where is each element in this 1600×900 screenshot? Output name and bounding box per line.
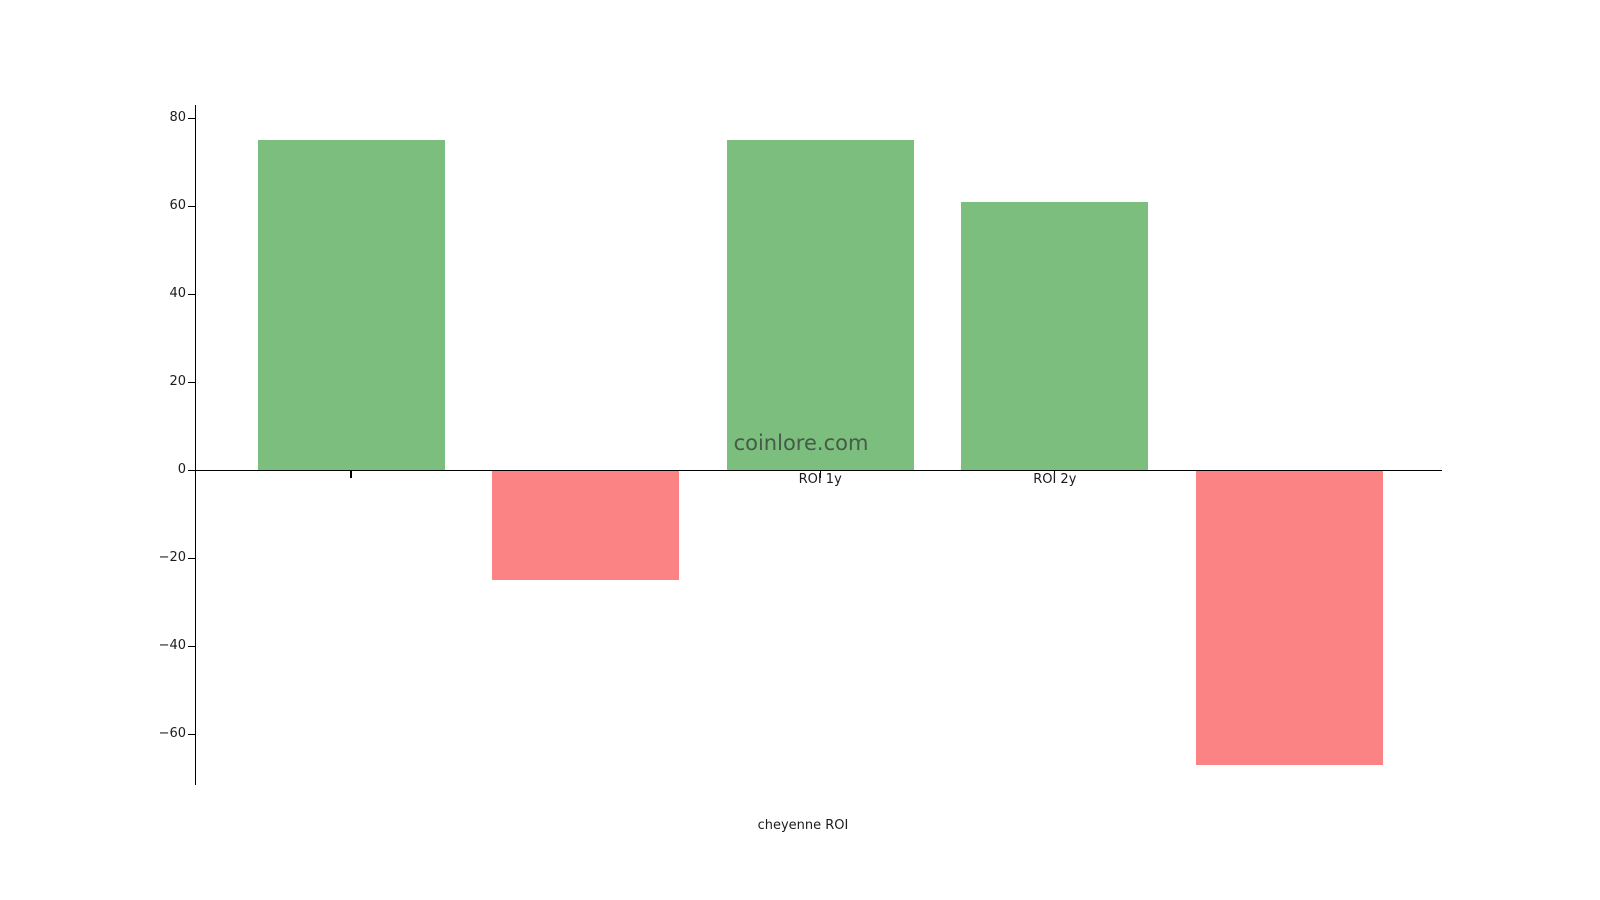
bar-2 (492, 470, 680, 581)
x-tick-label (1219, 472, 1359, 488)
y-tick-label: 60 (169, 198, 186, 214)
y-tick-label: 0 (177, 462, 186, 478)
y-tick-label: −40 (158, 638, 186, 654)
y-tick (188, 117, 196, 119)
x-tick (819, 470, 821, 479)
y-tick-label: −60 (158, 726, 186, 742)
y-tick (188, 645, 196, 647)
bar-5 (1195, 470, 1383, 766)
x-tick-label (516, 472, 656, 488)
y-tick-label: −20 (158, 550, 186, 566)
x-tick-label (281, 472, 421, 488)
x-tick (350, 470, 352, 479)
y-tick (188, 557, 196, 559)
bar-1 (257, 140, 445, 471)
y-tick (188, 205, 196, 207)
y-tick (188, 293, 196, 295)
x-axis-title: cheyenne ROI (757, 818, 849, 833)
x-axis-zero-line (196, 469, 1442, 471)
y-axis-spine (195, 105, 197, 785)
watermark: coinlore.com (733, 431, 869, 455)
x-tick-label: ROI 1y (798, 472, 842, 488)
y-tick (188, 469, 196, 471)
bar-3 (726, 140, 914, 471)
x-tick (1054, 470, 1056, 479)
y-tick-label: 80 (169, 110, 186, 126)
y-tick (188, 381, 196, 383)
bar-4 (961, 201, 1149, 471)
x-tick-label: ROI 2y (1033, 472, 1077, 488)
y-tick-label: 40 (169, 286, 186, 302)
y-tick (188, 733, 196, 736)
y-tick-label: 20 (169, 374, 186, 390)
